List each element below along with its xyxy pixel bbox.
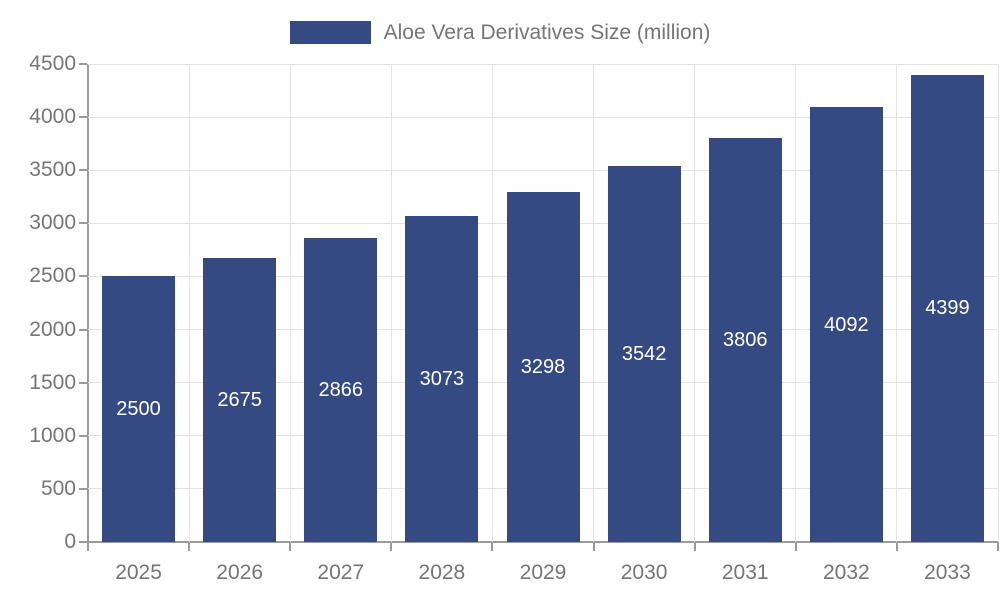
h-gridline (88, 63, 998, 65)
x-axis-tick-label: 2026 (216, 561, 264, 584)
y-axis-tick (79, 541, 87, 543)
bar-value-label: 3806 (722, 328, 768, 351)
x-axis-tick (289, 543, 292, 551)
bar-2029[interactable]: 3298 (506, 191, 580, 542)
x-axis-tick-label: 2027 (317, 561, 365, 584)
v-gridline (390, 64, 392, 542)
y-axis-tick (79, 169, 87, 172)
x-axis-tick-label: 2031 (721, 561, 769, 584)
y-axis-tick-label: 4500 (29, 52, 76, 75)
bar-2030[interactable]: 3542 (607, 165, 681, 542)
chart-legend: Aloe Vera Derivatives Size (million) (0, 20, 1000, 45)
v-gridline (593, 64, 595, 542)
v-gridline (188, 64, 190, 542)
v-gridline (491, 64, 493, 542)
x-axis-tick (592, 543, 595, 551)
h-gridline (88, 116, 998, 118)
bar-2033[interactable]: 4399 (910, 74, 984, 542)
y-axis-tick (79, 222, 87, 225)
y-axis-tick (79, 328, 87, 331)
y-axis-tick-label: 2000 (29, 317, 76, 341)
y-axis-tick (79, 434, 87, 437)
bar-value-label: 2500 (116, 398, 161, 421)
bar-value-label: 4092 (824, 313, 869, 336)
y-axis-tick (79, 381, 87, 384)
y-axis-tick-label: 3500 (29, 158, 76, 182)
x-axis-tick (87, 543, 89, 551)
x-axis-tick (794, 543, 797, 551)
x-axis-tick (693, 543, 696, 551)
bar-2031[interactable]: 3806 (708, 137, 782, 542)
x-axis-tick-label: 2033 (924, 561, 971, 584)
bar-value-label: 3298 (520, 355, 566, 378)
x-axis-tick (491, 543, 494, 551)
y-axis-tick (79, 63, 87, 65)
v-gridline (896, 64, 898, 542)
v-gridline (795, 64, 797, 542)
bar-2027[interactable]: 2866 (304, 237, 378, 542)
v-gridline (694, 64, 696, 542)
y-axis-tick-label: 3000 (29, 211, 76, 235)
y-axis-line (87, 64, 89, 542)
bar-value-label: 2675 (217, 388, 262, 411)
y-axis-tick (79, 116, 87, 119)
x-axis-tick-label: 2032 (822, 561, 870, 584)
bar-value-label: 2866 (318, 378, 364, 401)
plot-area: 2500 2675 2866 3073 3298 3542 3806 4092 4399 (79, 63, 999, 551)
bar-value-label: 3542 (621, 342, 667, 365)
x-axis-tick-label: 2025 (115, 561, 162, 584)
h-gridline (88, 169, 998, 171)
x-axis-tick (997, 543, 999, 551)
x-axis-line (87, 541, 999, 543)
y-axis-tick-label: 1000 (29, 423, 76, 447)
x-axis-tick-label: 2030 (620, 561, 668, 584)
v-gridline (289, 64, 291, 542)
bar-2026[interactable]: 2675 (203, 257, 277, 542)
y-axis-tick-label: 4000 (29, 105, 76, 129)
bar-2032[interactable]: 4092 (809, 107, 883, 542)
bar-2028[interactable]: 3073 (405, 215, 479, 542)
x-axis-tick (188, 543, 191, 551)
y-axis-tick-label: 1500 (29, 370, 76, 394)
x-axis-tick (390, 543, 393, 551)
y-axis-tick-label: 500 (40, 476, 76, 500)
bar-value-label: 4399 (925, 297, 970, 320)
bar-2025[interactable]: 2500 (102, 276, 176, 542)
x-axis-tick-label: 2029 (519, 561, 567, 584)
bar-value-label: 3073 (419, 367, 465, 390)
y-axis-tick-label: 0 (64, 530, 76, 553)
v-gridline (997, 64, 999, 542)
y-axis-tick (79, 275, 87, 278)
legend-label: Aloe Vera Derivatives Size (million) (383, 21, 711, 44)
legend-swatch (289, 21, 371, 44)
legend-item[interactable]: Aloe Vera Derivatives Size (million) (289, 20, 711, 45)
x-axis-tick (895, 543, 898, 551)
x-axis-tick-label: 2028 (418, 561, 466, 584)
y-axis-tick-label: 2500 (29, 264, 76, 288)
y-axis-tick (79, 487, 87, 490)
